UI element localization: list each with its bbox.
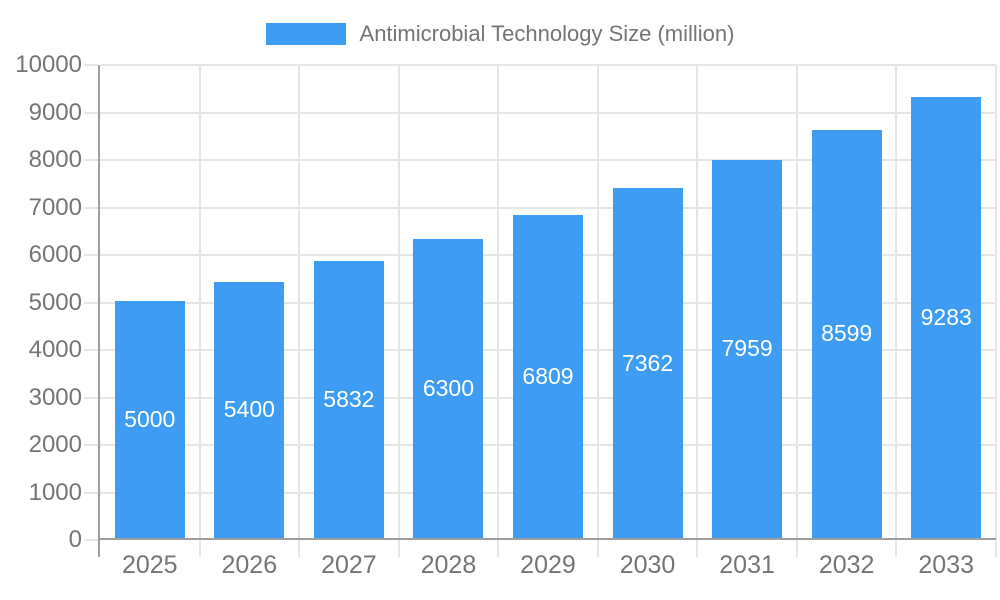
gridline-v [795,65,798,540]
gridline-v [198,65,201,540]
y-axis-label: 4000 [28,336,82,363]
bar-value-label: 5000 [124,405,176,432]
x-axis-label: 2032 [818,551,875,579]
x-axis-label: 2028 [420,551,477,579]
x-axis-tick [497,540,500,557]
bar-2025: 5000 [114,300,185,538]
bar-value-label: 9283 [920,304,972,331]
x-axis-label: 2030 [619,551,676,579]
y-axis-label: 1000 [28,478,82,506]
x-axis-tick [596,540,599,557]
y-axis-tick [84,301,98,304]
gridline-v [298,65,301,540]
x-axis-tick [397,540,400,557]
y-axis-tick [84,444,98,446]
x-axis-label: 2027 [321,551,377,579]
gridline-v [995,65,997,540]
gridline-h [100,206,996,209]
y-axis-label: 3000 [28,383,82,411]
y-axis-label: 6000 [28,241,82,268]
y-axis-tick [84,64,98,66]
bar-value-label: 5400 [223,396,275,423]
bar-2028: 6300 [413,238,484,538]
y-axis-label: 0 [68,526,82,553]
x-axis-tick [198,540,201,557]
bar-2026: 5400 [214,281,285,538]
y-axis-label: 10000 [15,51,82,78]
gridline-h [100,64,996,66]
y-axis-line [98,65,100,557]
gridline-h [100,159,996,161]
gridline-h [100,111,996,114]
x-axis-tick [895,540,898,557]
bar-2029: 6809 [513,214,583,538]
y-axis-tick [84,159,98,161]
bar-2033: 9283 [911,97,982,538]
x-axis-line [98,538,996,540]
gridline-v [596,65,599,540]
y-axis-tick [84,539,98,541]
bar-2032: 8599 [811,129,882,538]
y-axis-tick [84,206,98,209]
y-axis-label: 5000 [28,288,82,316]
bar-value-label: 7362 [621,349,674,376]
y-axis-tick [84,491,98,494]
bar-value-label: 8599 [821,320,873,347]
plot-area: 0 1000 2000 3000 4000 5000 6000 7000 8000 9000 100… [15,53,997,578]
gridline-v [497,65,500,540]
y-axis-tick [84,349,98,351]
y-axis-tick [84,111,98,114]
legend: Antimicrobial Technology Size (million) [0,23,1000,45]
x-axis-label: 2026 [221,551,278,579]
legend-swatch [265,23,346,45]
x-axis-tick [995,540,997,557]
bar-2031: 7959 [712,159,783,538]
x-axis-label: 2033 [918,551,975,579]
bar-2030: 7362 [612,188,683,538]
bar-value-label: 7959 [721,335,773,362]
x-axis-label: 2029 [520,551,576,579]
y-axis-label: 9000 [28,98,82,126]
gridline-v [895,65,898,540]
legend-label: Antimicrobial Technology Size (million) [359,21,735,46]
bar-value-label: 6809 [522,362,574,389]
y-axis-tick [84,396,98,399]
x-axis-tick [298,540,301,557]
gridline-v [696,65,699,540]
x-axis-label: 2025 [121,551,178,579]
y-axis-label: 8000 [28,146,82,173]
bar-value-label: 6300 [422,374,475,401]
x-axis-label: 2031 [719,551,775,579]
bar-2027: 5832 [313,260,384,538]
y-axis-label: 2000 [28,431,82,458]
y-axis-label: 7000 [28,193,82,221]
y-axis-tick [84,254,98,256]
gridline-v [397,65,400,540]
x-axis-tick [795,540,798,557]
x-axis-tick [696,540,699,557]
bar-value-label: 5832 [323,385,375,412]
